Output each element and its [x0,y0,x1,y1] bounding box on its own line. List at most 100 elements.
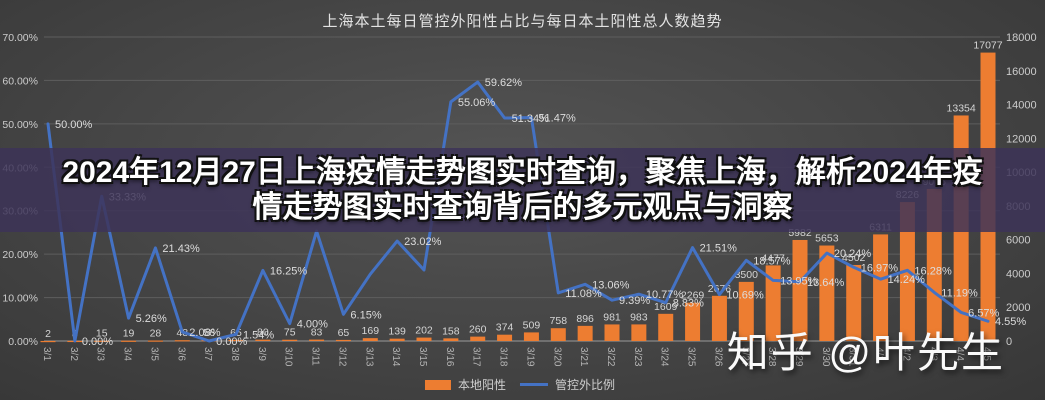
bar [121,340,137,342]
x-axis-tick-label: 3/16 [444,347,455,367]
x-axis-tick-label: 4/5 [981,347,992,361]
x-axis-tick-label: 3/21 [578,347,589,367]
line-value-label: 18.57% [753,255,791,267]
line-value-label: 13.06% [592,279,630,291]
x-axis-tick-label: 3/15 [417,347,428,367]
right-axis-tick-label: 12000 [1006,133,1037,145]
bar-value-label: 983 [630,311,648,323]
line-value-label: 23.02% [404,236,442,248]
x-axis-tick-label: 3/12 [336,347,347,367]
left-axis-tick-label: 0.00% [8,336,38,348]
x-axis-tick-label: 4/4 [954,347,965,361]
bar-value-label: 2 [45,328,51,340]
bar [389,338,405,341]
left-axis-tick-label: 50.00% [2,119,38,131]
x-axis-tick-label: 3/17 [471,347,482,367]
bar [40,340,56,343]
line-value-label: 21.51% [700,243,738,255]
x-axis-tick-label: 3/4 [122,347,133,361]
legend-bar-swatch-icon [424,379,451,390]
ratio-line [46,80,990,343]
bar-value-label: 13354 [947,102,976,114]
line-value-label: 16.28% [914,265,952,277]
bar [309,339,325,341]
bar-value-label: 28 [150,328,162,340]
line-value-label: 9.39% [619,295,650,307]
bar-value-label: 260 [469,324,487,336]
bar [711,295,727,341]
bar-value-label: 1609 [654,301,678,313]
line-value-label: 14.24% [888,274,926,286]
line-value-label: 55.06% [458,97,496,109]
bar-value-label: 374 [496,322,514,334]
x-axis-tick-label: 3/22 [605,347,616,367]
line-value-label: 11.19% [941,287,978,299]
line-value-label: 10.69% [726,290,764,302]
bar-value-label: 65 [338,327,350,339]
line-value-label: 59.62% [485,77,523,89]
x-axis-tick-label: 3/7 [202,347,213,361]
bar-value-label: 4502 [842,252,866,264]
right-axis-tick-label: 2000 [1006,302,1030,314]
x-axis-tick-label: 3/14 [390,347,401,367]
bar [255,339,271,341]
bar-value-label: 202 [415,325,433,337]
left-axis-tick-label: 60.00% [2,75,38,87]
bar-value-label: 139 [388,326,406,338]
bar-value-label: 17077 [973,40,1002,52]
legend-item-outside-control-ratio: 管控外比例 [520,376,615,393]
legend-line-swatch-icon [520,383,548,386]
line-value-label: 0.00% [216,336,247,348]
bar [443,338,459,341]
x-axis-tick-label: 3/27 [739,347,750,367]
bar-value-label: 4477 [761,252,785,264]
x-axis-tick-label: 3/13 [363,347,374,367]
line-value-label: 6.57% [968,307,999,319]
bar-value-label: 981 [603,311,621,323]
x-axis-tick-label: 3/19 [524,347,535,367]
line-value-label: 21.43% [162,243,200,255]
right-axis-tick-label: 4000 [1006,268,1030,280]
bar [604,324,620,341]
legend-line-label: 管控外比例 [555,378,616,392]
bar-value-label: 19 [123,328,135,340]
bar-value-label: 758 [550,315,568,327]
x-axis-tick-label: 3/23 [632,347,643,367]
bar [685,302,701,341]
bar [282,339,298,341]
legend-bar-label: 本地阳性 [457,378,506,392]
bar [362,338,378,341]
x-axis-tick-label: 3/11 [310,347,321,366]
bar-value-label: 80 [257,327,269,339]
bar-value-label: 5653 [815,233,839,245]
right-axis-tick-label: 18000 [1006,32,1037,44]
line-value-label: 4.55% [995,316,1026,328]
x-axis-tick-label: 3/6 [175,347,186,361]
x-axis-tick-label: 3/1 [41,347,52,361]
x-axis-tick-label: 3/2 [68,347,79,361]
line-value-label: 0.00% [82,336,113,348]
line-value-label: 11.08% [565,288,602,300]
x-axis-tick-label: 3/25 [686,347,697,367]
line-value-label: 16.25% [270,265,308,277]
bar [523,332,539,341]
bar-value-label: 169 [362,325,380,337]
x-axis-tick-label: 3/9 [256,347,267,361]
bar [873,234,889,341]
line-value-label: 10.77% [646,289,684,301]
bar-value-label: 75 [284,327,296,339]
chart-legend: 本地阳性 管控外比例 [424,376,615,393]
x-axis-tick-label: 3/26 [712,347,723,367]
x-axis-tick-label: 3/28 [766,347,777,367]
right-axis-tick-label: 0 [1006,336,1012,348]
left-axis-tick-label: 70.00% [2,32,38,44]
bar [765,265,781,341]
x-axis-tick-label: 3/24 [659,347,670,367]
x-axis-tick-label: 3/29 [793,347,804,367]
bar [631,324,647,341]
line-value-label: 20.24% [834,248,872,260]
line-value-label: 16.97% [861,262,899,274]
x-axis-tick-label: 3/10 [283,347,294,367]
headline-banner: 2024年12月27日上海疫情走势图实时查询，聚焦上海，解析2024年疫 情走势… [0,148,1045,232]
x-axis-tick-label: 4/1 [874,347,885,361]
